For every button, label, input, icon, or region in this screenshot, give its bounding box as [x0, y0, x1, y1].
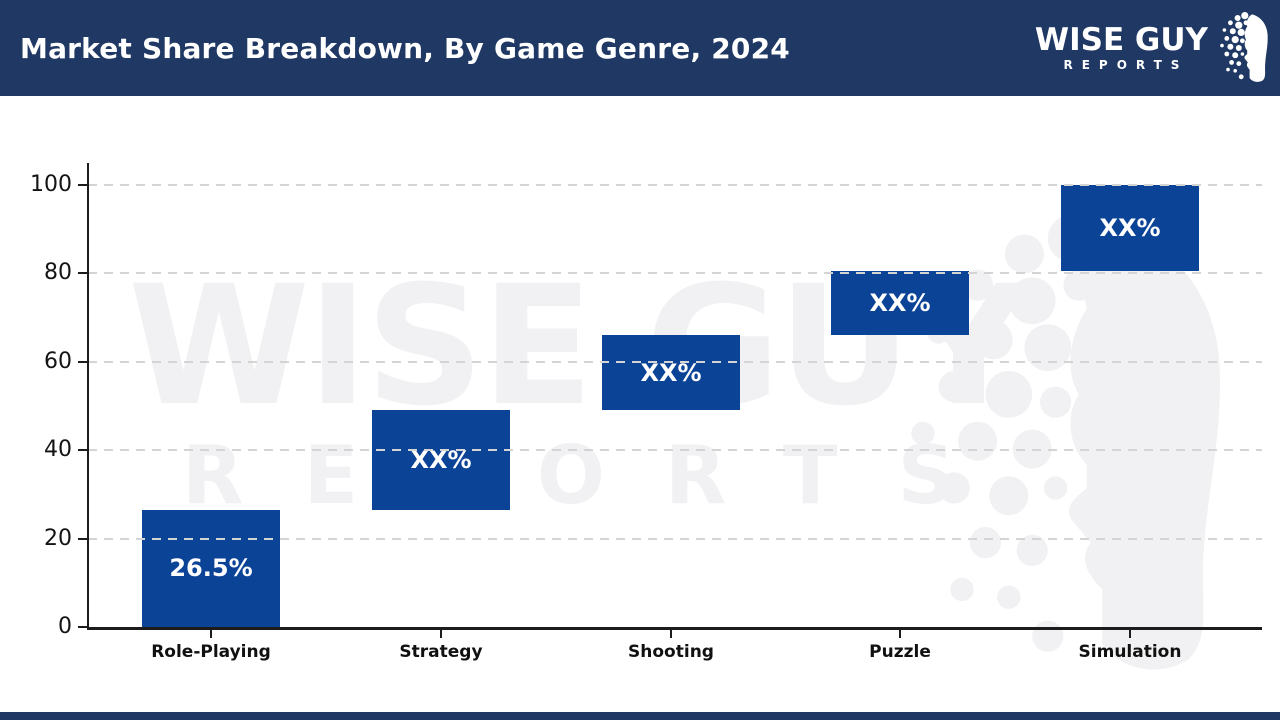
x-tick-label-puzzle: Puzzle	[869, 642, 931, 662]
logo-text: WISE GUY REPORTS	[1035, 24, 1208, 72]
bar-simulation: XX%	[1061, 184, 1199, 271]
y-tick-mark-40	[78, 449, 88, 451]
y-tick-label-0: 0	[58, 614, 72, 639]
x-axis-spine	[87, 627, 1262, 630]
bar-value-label: XX%	[1099, 213, 1161, 242]
y-tick-label-40: 40	[44, 437, 72, 462]
x-tick-mark-role-playing	[210, 630, 212, 638]
x-tick-mark-strategy	[440, 630, 442, 638]
bar-value-label: 26.5%	[169, 554, 253, 583]
x-tick-label-simulation: Simulation	[1078, 642, 1182, 662]
y-tick-mark-60	[78, 360, 88, 363]
footer-bar	[0, 712, 1280, 720]
logo-subtitle: REPORTS	[1063, 57, 1189, 72]
x-tick-mark-shooting	[670, 630, 672, 638]
y-tick-label-80: 80	[44, 260, 72, 285]
y-tick-mark-100	[78, 183, 88, 186]
logo-wordmark: WISE GUY	[1034, 22, 1208, 59]
gridline-100	[88, 183, 1262, 186]
bar-value-label: XX%	[869, 288, 931, 317]
gridline-40	[88, 449, 1262, 451]
x-tick-mark-simulation	[1129, 630, 1131, 638]
bar-strategy: XX%	[372, 410, 510, 510]
page-title: Market Share Breakdown, By Game Genre, 2…	[20, 31, 790, 65]
bar-shooting: XX%	[602, 334, 740, 411]
y-tick-label-20: 20	[44, 525, 72, 551]
chart-area: WISE GUY REPORTS 0 20 40 60 80 100 26.5% Role-P…	[0, 96, 1280, 712]
wiseguy-logo: WISE GUY REPORTS	[1035, 4, 1270, 92]
y-tick-label-60: 60	[44, 348, 72, 374]
x-tick-label-strategy: Strategy	[399, 642, 483, 662]
x-tick-label-role-playing: Role-Playing	[151, 642, 271, 662]
bar-puzzle: XX%	[831, 270, 969, 335]
y-tick-label-100: 100	[30, 171, 72, 197]
y-tick-mark-20	[78, 537, 88, 540]
gridline-80	[88, 272, 1262, 274]
bar-role-playing: 26.5%	[142, 509, 280, 627]
y-tick-mark-0	[78, 626, 88, 628]
x-tick-label-shooting: Shooting	[628, 642, 714, 662]
header: Market Share Breakdown, By Game Genre, 2…	[0, 0, 1280, 96]
y-tick-mark-80	[78, 272, 88, 274]
y-axis-spine	[87, 163, 89, 630]
wiseguy-head-icon	[1210, 9, 1270, 87]
bar-value-label: XX%	[640, 358, 702, 387]
x-tick-mark-puzzle	[899, 630, 901, 638]
gridline-20	[88, 537, 1262, 540]
gridline-60	[88, 360, 1262, 363]
watermark-subtitle: REPORTS	[182, 429, 1016, 522]
